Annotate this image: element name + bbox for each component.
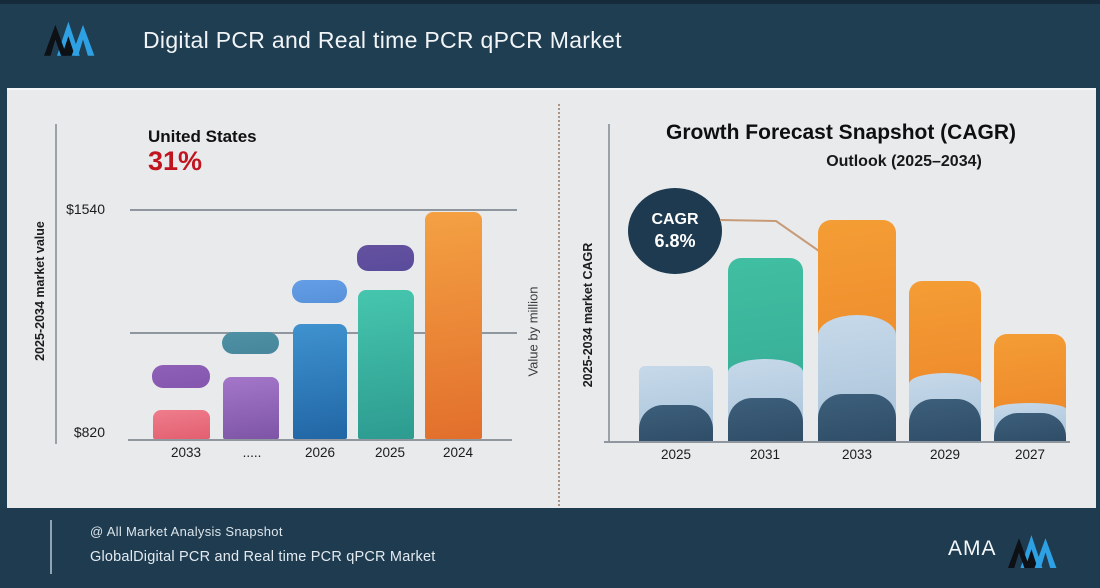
us-ytick: $1540: [66, 201, 105, 217]
ama-logo-icon: [44, 21, 95, 56]
value-by-million-label: Value by million: [525, 286, 541, 377]
cagr-xtick: 2025: [660, 447, 692, 462]
us-xtick: 2033: [170, 445, 202, 460]
cagr-x-axis: [604, 441, 1070, 443]
cagr-y-axis-title: 2025-2034 market CAGR: [581, 242, 595, 388]
footer-ama-logo-icon: [1008, 535, 1057, 568]
cagr-xtick: 2033: [841, 447, 873, 462]
us-bar-cap-2024: [424, 169, 482, 194]
footer-bar: @ All Market Analysis Snapshot GlobalDig…: [0, 508, 1100, 588]
cagr-bar-segment-dome: [909, 399, 981, 441]
us-bar-cap-2026: [292, 280, 347, 303]
us-bar-cap-.....: [222, 332, 279, 354]
us-x-axis: [128, 439, 512, 441]
us-bar-2033: [153, 410, 210, 439]
us-bar-cap-2033: [152, 365, 210, 388]
cagr-callout-value: 6.8%: [654, 230, 696, 251]
cagr-chart-subtitle: Outlook (2025–2034): [826, 153, 982, 170]
us-bar-2026: [293, 324, 347, 439]
top-edge-strip: [0, 0, 1100, 4]
us-xtick: .....: [242, 445, 262, 460]
us-xtick: 2025: [374, 445, 406, 460]
cagr-xtick: 2031: [749, 447, 781, 462]
cagr-bar-2029: [909, 281, 981, 441]
cagr-bar-2027: [994, 334, 1066, 441]
us-bar-.....: [223, 377, 279, 439]
us-chart-title: United States: [148, 127, 257, 146]
cagr-bar-segment-dome: [728, 398, 803, 441]
footer-divider-line: [50, 520, 52, 574]
cagr-bar-segment-dome: [994, 413, 1066, 441]
cagr-chart-title: Growth Forecast Snapshot (CAGR): [665, 121, 1017, 144]
us-bar-2025: [358, 290, 414, 439]
cagr-bar-2033: [818, 220, 896, 441]
cagr-y-axis: [608, 124, 610, 442]
cagr-bar-segment-dome: [639, 405, 713, 441]
us-y-axis: [55, 124, 57, 444]
us-bar-2024: [425, 212, 482, 439]
content-panel: 2025-2034 market value United States 31%…: [7, 88, 1096, 508]
cagr-bar-2031: [728, 258, 803, 441]
panel-divider: [558, 104, 560, 506]
us-bar-cap-2025: [357, 245, 414, 271]
cagr-xtick: 2029: [929, 447, 961, 462]
us-xtick: 2024: [442, 445, 474, 460]
cagr-callout-label: CAGR: [651, 210, 699, 228]
footer-brand-text: AMA: [948, 537, 997, 560]
us-gridline: [130, 209, 517, 211]
us-ytick: $820: [73, 424, 105, 440]
cagr-xtick: 2027: [1014, 447, 1046, 462]
cagr-bar-segment-dome: [818, 394, 896, 441]
us-xtick: 2026: [304, 445, 336, 460]
header-bar: Digital PCR and Real time PCR qPCR Marke…: [0, 0, 1100, 88]
footer-report-title: GlobalDigital PCR and Real time PCR qPCR…: [90, 549, 436, 565]
us-growth-percent: 31%: [148, 146, 203, 176]
us-y-axis-title: 2025-2034 market value: [33, 221, 47, 361]
cagr-bar-2025: [639, 366, 713, 441]
cagr-callout-badge: CAGR 6.8%: [628, 188, 722, 274]
page-title: Digital PCR and Real time PCR qPCR Marke…: [143, 27, 622, 53]
footer-source-line: @ All Market Analysis Snapshot: [90, 524, 283, 539]
